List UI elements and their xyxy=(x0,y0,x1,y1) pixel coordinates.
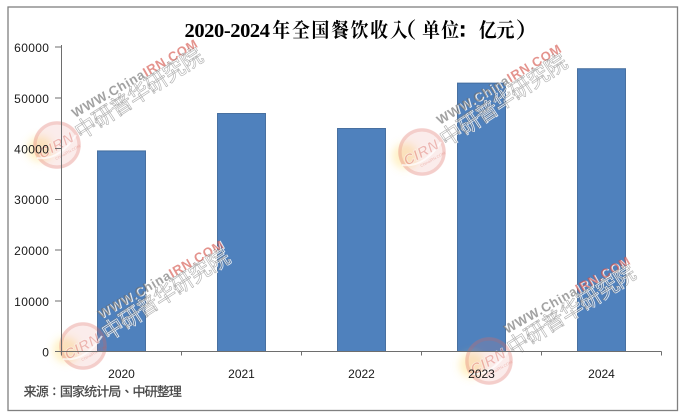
svg-text:50000: 50000 xyxy=(14,92,49,106)
svg-text:2022: 2022 xyxy=(348,367,375,381)
svg-text:2020: 2020 xyxy=(108,367,135,381)
svg-text:30000: 30000 xyxy=(14,193,49,207)
svg-text:2024: 2024 xyxy=(588,367,615,381)
svg-text:2021: 2021 xyxy=(228,367,255,381)
svg-text:60000: 60000 xyxy=(14,41,49,55)
svg-text:2020-2024: 2020-2024 xyxy=(185,20,271,42)
svg-text:10000: 10000 xyxy=(14,295,49,309)
svg-text:40000: 40000 xyxy=(14,143,49,157)
svg-text:20000: 20000 xyxy=(14,244,49,258)
svg-text:0: 0 xyxy=(42,346,49,360)
svg-text:2023: 2023 xyxy=(468,367,495,381)
